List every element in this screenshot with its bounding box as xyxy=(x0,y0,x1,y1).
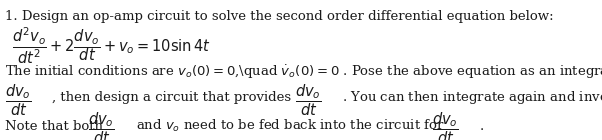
Text: $\dfrac{d^2v_o}{dt^2} + 2\dfrac{dv_o}{dt} + v_o = 10\sin 4t$: $\dfrac{d^2v_o}{dt^2} + 2\dfrac{dv_o}{dt… xyxy=(12,25,211,66)
Text: $\dfrac{dv_o}{dt}$: $\dfrac{dv_o}{dt}$ xyxy=(88,110,114,140)
Text: $\dfrac{dv_o}{dt}$: $\dfrac{dv_o}{dt}$ xyxy=(5,82,32,118)
Text: . You can then integrate again and invert to get $v_o$ .: . You can then integrate again and inver… xyxy=(342,89,602,107)
Text: , then design a circuit that provides: , then design a circuit that provides xyxy=(52,92,291,104)
Text: and $v_o$ need to be fed back into the circuit for: and $v_o$ need to be fed back into the c… xyxy=(136,118,445,134)
Text: The initial conditions are $v_o(0) = 0$,\quad $\dot{v}_o(0) = 0$ . Pose the abov: The initial conditions are $v_o(0) = 0$,… xyxy=(5,63,602,81)
Text: $\dfrac{dv_o}{dt}$: $\dfrac{dv_o}{dt}$ xyxy=(432,110,459,140)
Text: Note that both: Note that both xyxy=(5,120,103,132)
Text: $\dfrac{dv_o}{dt}$: $\dfrac{dv_o}{dt}$ xyxy=(295,82,321,118)
Text: 1. Design an op-amp circuit to solve the second order differential equation belo: 1. Design an op-amp circuit to solve the… xyxy=(5,10,554,23)
Text: .: . xyxy=(480,120,484,132)
